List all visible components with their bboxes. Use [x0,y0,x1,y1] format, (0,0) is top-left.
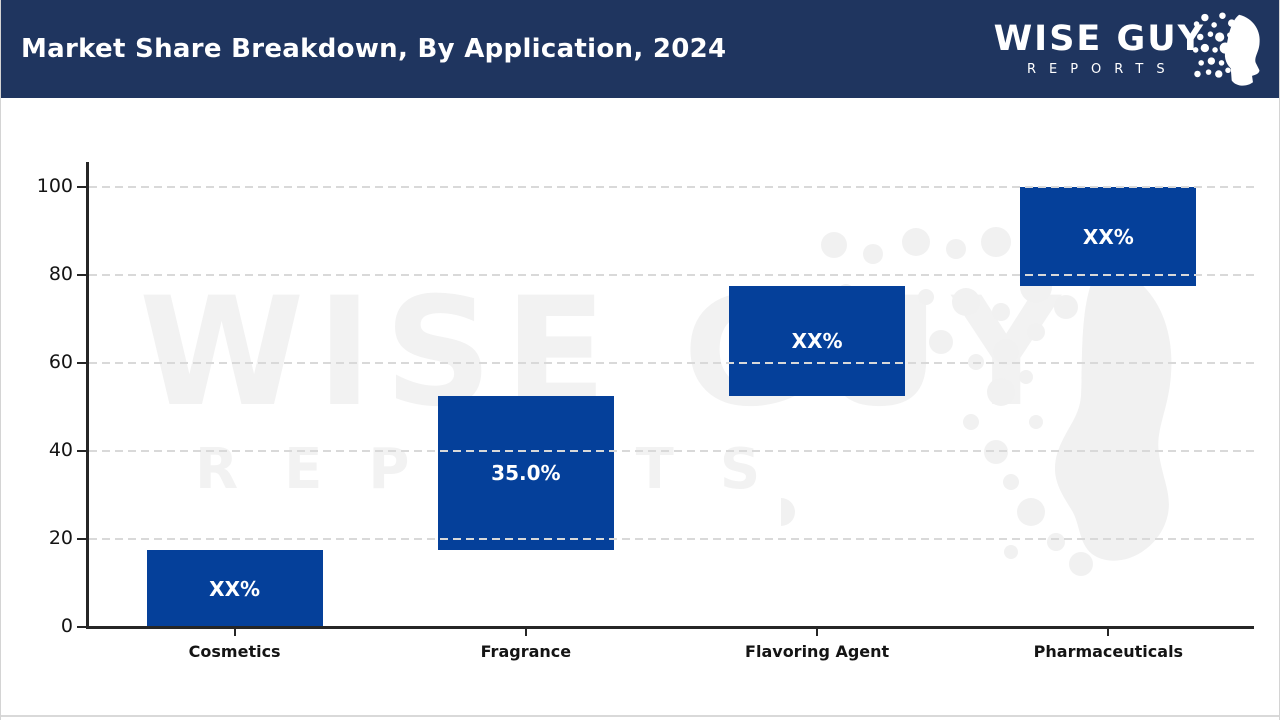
y-tick-label-0: 0 [60,615,73,637]
x-category-label-pharmaceuticals: Pharmaceuticals [1033,642,1184,661]
x-tick-pharmaceuticals [1107,629,1110,636]
bar-label-flavoring-agent: XX% [791,329,843,353]
y-tick-20 [77,538,86,540]
gridline-100 [89,186,1254,188]
brand-sub: REPORTS [1026,61,1178,77]
gridline-60 [89,362,1254,364]
gridline-40 [89,450,1254,452]
x-category-label-fragrance: Fragrance [480,642,572,661]
y-tick-label-20: 20 [48,527,73,549]
x-category-label-cosmetics: Cosmetics [188,642,281,661]
y-tick-0 [77,626,86,628]
bar-cosmetics [146,550,323,627]
x-tick-flavoring-agent [816,629,819,636]
y-tick-80 [77,274,86,276]
brand-logo: WISE GUY REPORTS [994,8,1265,90]
y-tick-label-40: 40 [48,439,73,461]
y-tick-label-60: 60 [48,351,73,373]
bar-label-cosmetics: XX% [209,576,261,601]
x-category-label-flavoring-agent: Flavoring Agent [745,642,890,661]
chart-title: Market Share Breakdown, By Application, … [21,34,727,64]
y-tick-40 [77,450,86,452]
y-tick-100 [77,186,86,188]
bar-fragrance [437,396,614,550]
bottom-divider [1,715,1279,717]
x-tick-cosmetics [233,629,236,636]
brand-name: WISE GUY [993,18,1205,59]
header: Market Share Breakdown, By Application, … [1,0,1279,98]
x-axis [86,626,1254,629]
y-tick-60 [77,362,86,364]
x-tick-fragrance [524,629,527,636]
y-tick-label-80: 80 [48,263,73,285]
y-tick-label-100: 100 [36,175,73,197]
bar-label-fragrance: 35.0% [491,461,561,485]
y-axis [86,162,89,629]
gridline-80 [89,274,1254,276]
bar-label-pharmaceuticals: XX% [1082,224,1134,249]
brand-face-icon [1192,12,1260,86]
gridline-20 [89,538,1254,540]
